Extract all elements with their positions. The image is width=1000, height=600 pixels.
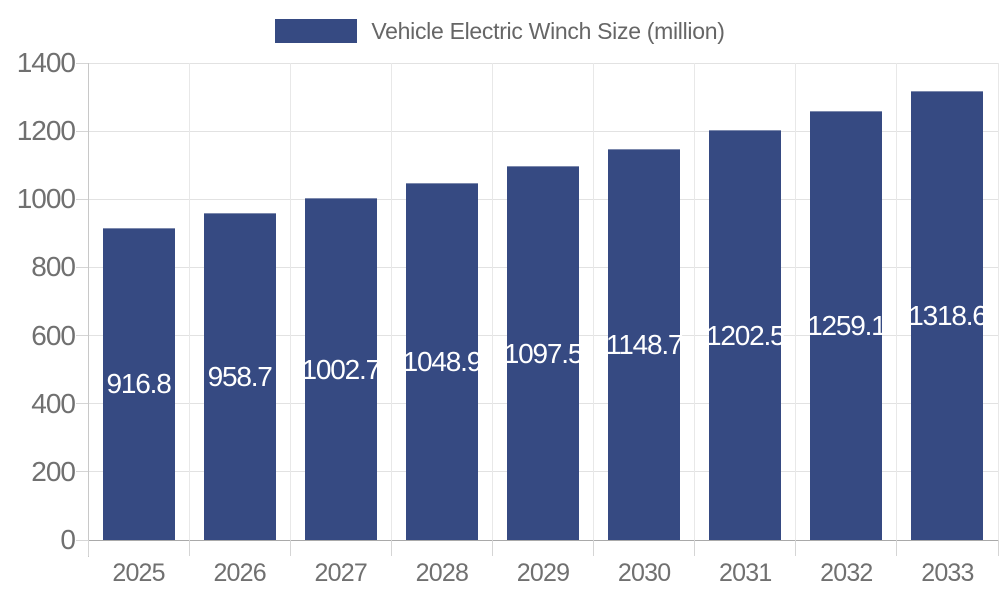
y-axis-tick-label: 1200: [16, 115, 76, 147]
bar[interactable]: 1259.1: [807, 111, 887, 540]
v-gridline: [593, 63, 595, 540]
x-tick: [188, 540, 190, 556]
y-axis-tick-label: 600: [31, 319, 76, 351]
bar-value-label: 1148.7: [605, 328, 684, 360]
bar[interactable]: 1002.7: [302, 198, 381, 540]
bar[interactable]: 1202.5: [706, 130, 786, 540]
legend-swatch: [275, 19, 358, 43]
y-tick: [76, 403, 88, 405]
x-axis-tick-label: 2031: [719, 559, 772, 587]
x-tick: [896, 540, 898, 556]
x-tick: [694, 540, 696, 556]
bar-value-label: 1048.9: [402, 345, 483, 377]
bar[interactable]: 958.7: [203, 213, 276, 540]
x-axis-tick-label: 2028: [415, 559, 469, 587]
v-gridline: [188, 63, 190, 540]
x-tick: [491, 540, 493, 556]
y-axis-tick-label: 200: [31, 455, 76, 487]
y-axis-tick-label: 400: [31, 387, 76, 419]
y-tick: [76, 62, 88, 64]
plot-area: 916.8 958.7 1002.7 1048.9 1097.5 1148.7 1202.5…: [76, 62, 999, 557]
bar[interactable]: 1318.6: [908, 90, 988, 540]
y-axis-tick-label: 1000: [16, 183, 76, 215]
y-tick: [76, 198, 88, 200]
y-tick: [76, 266, 88, 268]
v-gridline: [896, 63, 898, 540]
x-axis-tick-label: 2032: [820, 559, 873, 587]
x-tick: [795, 540, 797, 556]
x-axis-tick-label: 2027: [314, 559, 368, 587]
h-gridline: [88, 62, 998, 64]
y-axis-tick-label: 0: [60, 524, 76, 555]
y-tick: [76, 539, 88, 541]
x-tick: [289, 540, 291, 556]
x-axis-tick-label: 2026: [213, 559, 266, 587]
bar-value-label: 1202.5: [705, 319, 786, 351]
x-tick: [390, 540, 392, 556]
v-gridline: [491, 63, 493, 540]
y-tick: [76, 130, 88, 132]
y-axis-line: [87, 63, 89, 557]
x-axis-tick-label: 2029: [516, 559, 570, 587]
v-gridline: [694, 63, 696, 540]
v-gridline: [390, 63, 392, 540]
bar[interactable]: 1148.7: [606, 148, 683, 540]
x-tick: [87, 540, 89, 556]
bar-value-label: 1097.5: [503, 337, 584, 369]
y-axis-tick-label: 1400: [16, 47, 76, 78]
x-tick: [593, 540, 595, 556]
v-gridline: [997, 63, 999, 540]
x-axis-tick-label: 2030: [617, 559, 671, 587]
bar[interactable]: 916.8: [102, 227, 175, 540]
bar-value-label: 1318.6: [908, 299, 988, 331]
x-axis-tick-label: 2025: [112, 559, 165, 587]
x-tick: [997, 540, 999, 556]
bar-value-label: 916.8: [106, 368, 172, 400]
legend-label: Vehicle Electric Winch Size (million): [371, 18, 725, 44]
bar-value-label: 958.7: [207, 361, 273, 393]
x-axis-tick-label: 2033: [921, 559, 974, 587]
h-gridline: [88, 130, 998, 132]
y-tick: [76, 471, 88, 473]
x-axis-line: [88, 539, 998, 541]
bar[interactable]: 1097.5: [504, 166, 583, 540]
legend[interactable]: Vehicle Electric Winch Size (million): [0, 19, 1000, 43]
bar-value-label: 1002.7: [301, 353, 382, 385]
y-tick: [76, 335, 88, 337]
v-gridline: [289, 63, 291, 540]
bar-value-label: 1259.1: [807, 309, 887, 341]
v-gridline: [795, 63, 797, 540]
y-axis-tick-label: 800: [31, 251, 76, 283]
bar[interactable]: 1048.9: [403, 182, 482, 540]
